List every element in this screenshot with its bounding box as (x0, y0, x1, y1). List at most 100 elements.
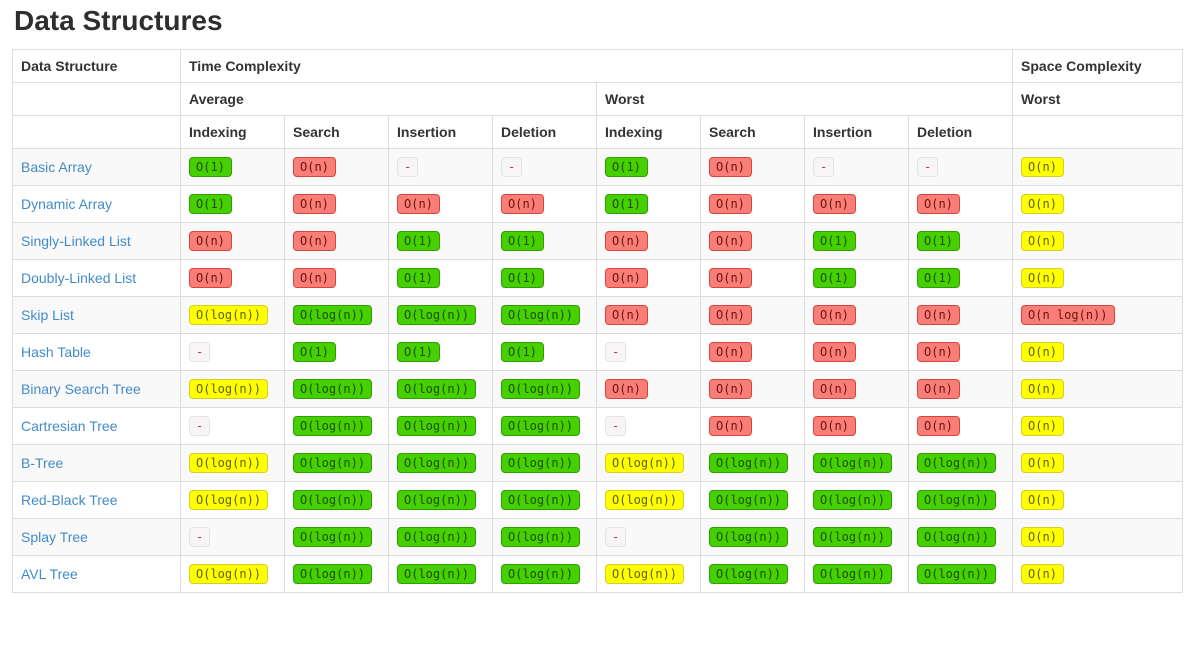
header-empty-cell (12, 82, 181, 116)
complexity-badge-green: O(log(n)) (397, 416, 477, 436)
complexity-badge-green: O(1) (397, 231, 440, 251)
datastructure-link[interactable]: Dynamic Array (21, 196, 113, 212)
complexity-badge-green: O(log(n)) (293, 490, 373, 510)
complexity-badge-red: O(n) (813, 416, 856, 436)
complexity-cell: - (596, 518, 701, 556)
complexity-badge-yellow: O(n) (1021, 157, 1064, 177)
complexity-cell: O(n) (804, 370, 909, 408)
datastructure-link[interactable]: Red-Black Tree (21, 492, 118, 508)
complexity-cell: O(n) (700, 222, 805, 260)
complexity-cell: O(1) (180, 185, 285, 223)
complexity-cell: - (596, 407, 701, 445)
complexity-badge-yellow: O(n) (1021, 490, 1064, 510)
complexity-cell: - (180, 518, 285, 556)
complexity-cell: O(n) (907, 333, 1014, 371)
complexity-badge-yellow: O(n) (1021, 231, 1064, 251)
complexity-badge-gray: - (189, 527, 211, 547)
col-header-avg-search: Search (284, 115, 389, 149)
complexity-badge-yellow: O(log(n)) (189, 564, 269, 584)
complexity-cell: O(n) (284, 222, 389, 260)
complexity-cell: O(log(n)) (284, 370, 389, 408)
datastructure-link[interactable]: AVL Tree (21, 566, 78, 582)
complexity-badge-red: O(n) (397, 194, 440, 214)
datastructure-link[interactable]: Cartresian Tree (21, 418, 118, 434)
complexity-badge-red: O(n) (709, 305, 752, 325)
complexity-cell: O(1) (388, 222, 493, 260)
header-empty-cell (1012, 115, 1184, 149)
complexity-badge-yellow: O(log(n)) (605, 453, 685, 473)
complexity-cell: O(n) (700, 185, 805, 223)
datastructure-name-cell: Skip List (12, 296, 181, 334)
table-row: Doubly-Linked List O(n) O(n) O(1) O(1) O(n) O(… (12, 259, 1184, 297)
datastructure-link[interactable]: Binary Search Tree (21, 381, 141, 397)
table-row: Splay Tree - O(log(n)) O(log(n)) O(log(n)) - O… (12, 518, 1184, 556)
complexity-cell: O(n) (284, 259, 389, 297)
complexity-cell: O(n) (596, 296, 701, 334)
complexity-badge-green: O(log(n)) (501, 416, 581, 436)
complexity-cell: O(log(n)) (804, 518, 909, 556)
complexity-badge-green: O(log(n)) (397, 527, 477, 547)
complexity-badge-green: O(1) (397, 268, 440, 288)
complexity-badge-yellow: O(log(n)) (605, 490, 685, 510)
complexity-badge-green: O(1) (397, 342, 440, 362)
complexity-badge-red: O(n) (605, 231, 648, 251)
data-structures-table: Data Structure Time Complexity Space Com… (12, 49, 1184, 593)
complexity-badge-green: O(log(n)) (813, 564, 893, 584)
complexity-badge-red: O(n) (813, 194, 856, 214)
complexity-cell: O(n) (1012, 555, 1184, 593)
complexity-badge-gray: - (605, 416, 627, 436)
complexity-badge-green: O(log(n)) (397, 490, 477, 510)
complexity-cell: O(n) (1012, 407, 1184, 445)
datastructure-name-cell: Doubly-Linked List (12, 259, 181, 297)
complexity-badge-yellow: O(n) (1021, 342, 1064, 362)
datastructure-link[interactable]: Skip List (21, 307, 74, 323)
table-row: Singly-Linked List O(n) O(n) O(1) O(1) O(n) O(… (12, 222, 1184, 260)
complexity-badge-yellow: O(n) (1021, 268, 1064, 288)
complexity-badge-red: O(n) (917, 416, 960, 436)
complexity-cell: O(log(n)) (180, 370, 285, 408)
datastructure-link[interactable]: Hash Table (21, 344, 91, 360)
complexity-cell: O(n) (1012, 481, 1184, 519)
datastructure-name-cell: Splay Tree (12, 518, 181, 556)
complexity-badge-yellow: O(n) (1021, 379, 1064, 399)
complexity-badge-green: O(log(n)) (501, 527, 581, 547)
col-header-space-complexity: Space Complexity (1012, 49, 1184, 83)
page-title: Data Structures (14, 5, 223, 36)
complexity-cell: O(log(n)) (492, 555, 597, 593)
complexity-cell: O(1) (492, 333, 597, 371)
complexity-cell: O(log(n)) (804, 444, 909, 482)
complexity-cell: O(1) (907, 222, 1014, 260)
complexity-cell: O(n) (700, 259, 805, 297)
datastructure-link[interactable]: Doubly-Linked List (21, 270, 137, 286)
complexity-cell: O(log(n)) (388, 518, 493, 556)
datastructure-name-cell: AVL Tree (12, 555, 181, 593)
complexity-badge-green: O(log(n)) (813, 453, 893, 473)
complexity-cell: O(n) (700, 407, 805, 445)
col-header-time-complexity: Time Complexity (179, 49, 1014, 83)
complexity-cell: O(n log(n)) (1012, 296, 1184, 334)
complexity-cell: O(log(n)) (388, 555, 493, 593)
datastructure-link[interactable]: B-Tree (21, 455, 64, 471)
complexity-badge-red: O(n) (189, 268, 232, 288)
complexity-badge-red: O(n) (605, 268, 648, 288)
complexity-cell: O(n) (284, 148, 389, 186)
complexity-badge-red: O(n) (709, 342, 752, 362)
datastructure-link[interactable]: Basic Array (21, 159, 92, 175)
complexity-badge-green: O(log(n)) (709, 564, 789, 584)
datastructure-link[interactable]: Splay Tree (21, 529, 88, 545)
complexity-cell: O(log(n)) (180, 296, 285, 334)
complexity-badge-green: O(1) (501, 268, 544, 288)
complexity-badge-red: O(n) (709, 194, 752, 214)
complexity-cell: O(n) (700, 370, 805, 408)
complexity-cell: O(n) (1012, 518, 1184, 556)
complexity-badge-gray: - (189, 416, 211, 436)
complexity-cell: O(log(n)) (388, 407, 493, 445)
datastructure-link[interactable]: Singly-Linked List (21, 233, 131, 249)
complexity-cell: O(log(n)) (284, 407, 389, 445)
complexity-badge-yellow: O(n) (1021, 564, 1064, 584)
complexity-cell: O(n) (1012, 259, 1184, 297)
complexity-cell: O(log(n)) (492, 296, 597, 334)
complexity-cell: - (907, 148, 1014, 186)
complexity-badge-red: O(n) (709, 416, 752, 436)
complexity-cell: O(log(n)) (388, 481, 493, 519)
